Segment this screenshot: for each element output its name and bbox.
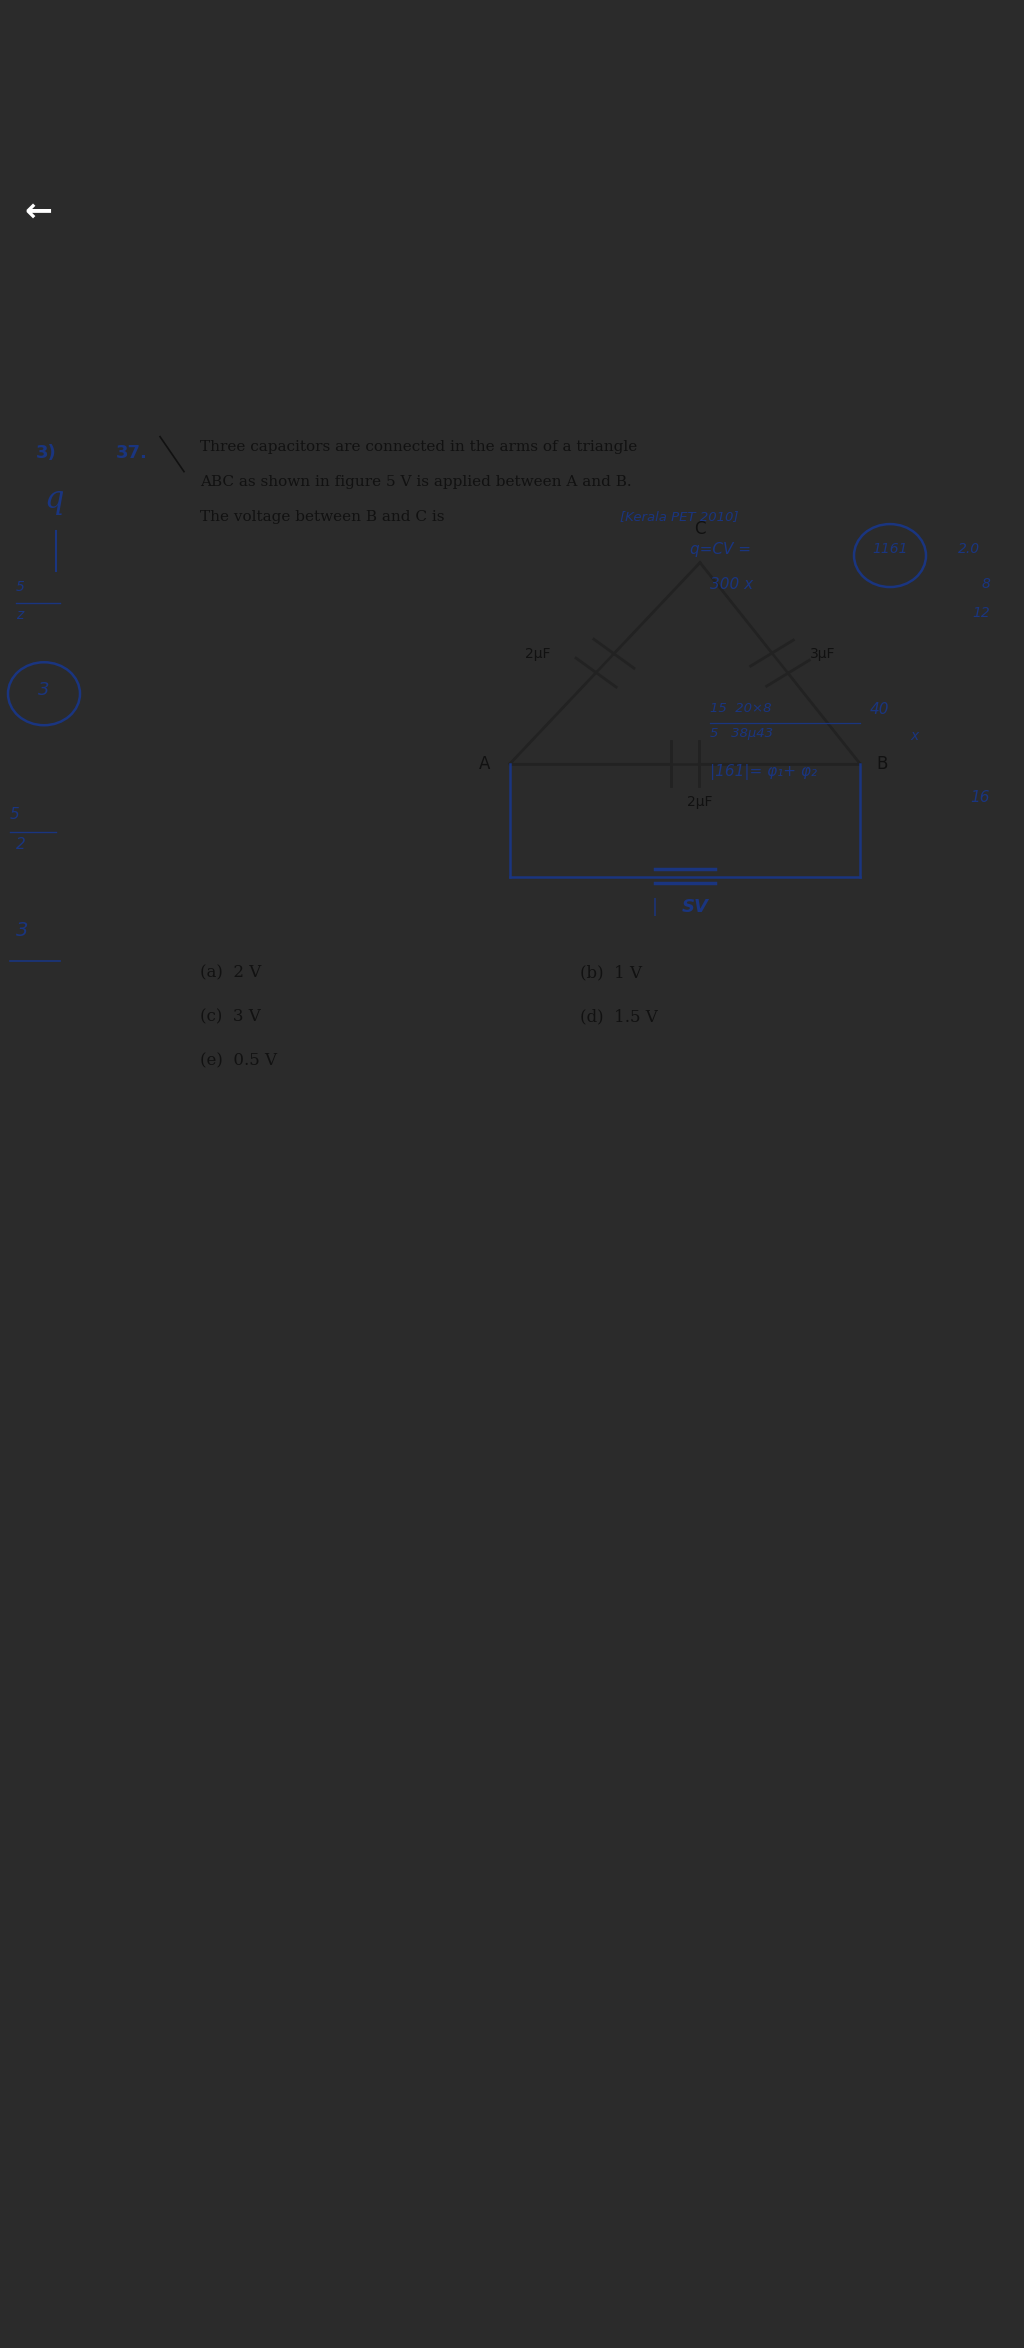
Text: C: C <box>694 519 706 538</box>
Text: |: | <box>652 899 658 916</box>
Text: ←: ← <box>24 195 52 228</box>
Text: x: x <box>910 728 919 742</box>
Text: z: z <box>16 608 24 622</box>
Text: SV: SV <box>682 899 709 916</box>
Text: (e)  0.5 V: (e) 0.5 V <box>200 1052 278 1068</box>
Text: (c)  3 V: (c) 3 V <box>200 1010 261 1026</box>
Text: 2μF: 2μF <box>687 796 713 810</box>
Text: 16: 16 <box>970 789 989 805</box>
Text: 8: 8 <box>981 578 990 592</box>
Text: Three capacitors are connected in the arms of a triangle: Three capacitors are connected in the ar… <box>200 439 637 453</box>
Text: 300 x: 300 x <box>710 578 753 592</box>
Text: 12: 12 <box>972 606 990 620</box>
Text: q=CV =: q=CV = <box>690 542 751 556</box>
Text: 2.0: 2.0 <box>957 542 980 556</box>
Text: 3: 3 <box>16 920 29 939</box>
Text: 5: 5 <box>10 808 19 822</box>
Text: 40: 40 <box>870 702 890 718</box>
Text: (b)  1 V: (b) 1 V <box>580 965 642 981</box>
Text: 15  20×8: 15 20×8 <box>710 702 771 716</box>
Text: |161|= φ₁+ φ₂: |161|= φ₁+ φ₂ <box>710 763 817 780</box>
Text: 2: 2 <box>16 838 26 852</box>
Text: 1161: 1161 <box>872 542 907 556</box>
Text: q: q <box>44 484 63 514</box>
Text: 2μF: 2μF <box>524 646 550 660</box>
Text: 5: 5 <box>16 580 25 594</box>
Text: (a)  2 V: (a) 2 V <box>200 965 261 981</box>
Text: B: B <box>876 754 888 772</box>
Text: [Kerala PET 2010]: [Kerala PET 2010] <box>620 510 738 524</box>
Text: 3): 3) <box>36 444 56 463</box>
Text: 3μF: 3μF <box>810 646 836 660</box>
Text: 5   38μ43: 5 38μ43 <box>710 728 773 740</box>
Text: 3: 3 <box>38 681 50 700</box>
Text: A: A <box>478 754 490 772</box>
Text: 37.: 37. <box>116 444 147 463</box>
Text: ABC as shown in figure 5 V is applied between A and B.: ABC as shown in figure 5 V is applied be… <box>200 474 632 488</box>
Text: The voltage between B and C is: The voltage between B and C is <box>200 510 444 524</box>
Text: (d)  1.5 V: (d) 1.5 V <box>580 1010 657 1026</box>
